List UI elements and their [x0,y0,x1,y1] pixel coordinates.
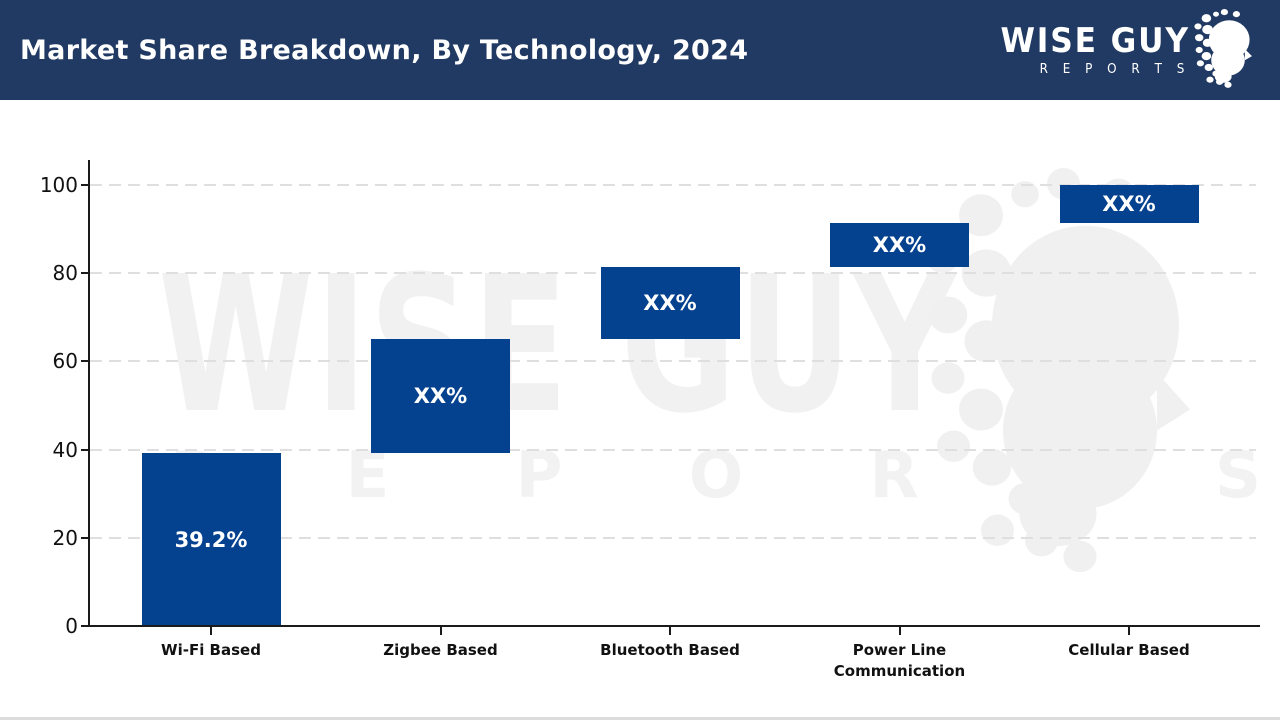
header-bar: Market Share Breakdown, By Technology, 2… [0,0,1280,100]
y-tick-label: 60 [52,349,78,374]
bar-zigbee-based [371,338,510,454]
bar-value-label: XX% [872,232,927,257]
bar-wi-fi-based [141,453,281,626]
bar-value-label: 39.2% [174,527,248,552]
logo-head-icon [1194,9,1252,88]
x-tick-label-cellular-based: Cellular Based [1068,641,1190,659]
page-title: Market Share Breakdown, By Technology, 2… [20,34,749,66]
gridline-60 [90,360,1256,363]
y-tick-mark [81,536,89,539]
bar-power-line-communication [830,223,969,267]
x-axis-line [88,625,1260,627]
x-tick-label-wi-fi-based: Wi-Fi Based [161,641,261,659]
x-tick-label-power-line-communication: Power Line Communication [833,641,966,680]
logo-wordmark: WISE GUY R E P O R T S [984,24,1190,76]
y-tick-label: 80 [52,261,78,286]
y-axis-line [88,160,90,627]
bar-bluetooth-based [600,266,740,339]
logo-line1: WISE GUY [1000,21,1190,61]
y-tick-label: 100 [39,173,78,197]
bar-value-label: XX% [643,290,697,315]
x-tick-label-zigbee-based: Zigbee Based [383,641,498,659]
wise-guy-logo: WISE GUY R E P O R T S [984,9,1252,91]
x-tick-mark [898,627,901,635]
y-tick-mark [81,360,89,363]
x-tick-mark [439,627,442,635]
x-tick-mark [210,627,212,635]
gridline-20 [90,536,1256,539]
x-tick-label-bluetooth-based: Bluetooth Based [600,641,740,659]
y-tick-label: 20 [52,525,78,550]
y-tick-mark [81,184,89,186]
gridline-40 [90,448,1256,451]
x-tick-mark [1128,627,1130,635]
x-tick-mark [669,627,671,635]
gridline-100 [90,184,1256,186]
bar-value-label: XX% [1102,192,1156,217]
y-tick-mark [81,625,89,627]
y-tick-label: 40 [52,437,78,462]
bar-value-label: XX% [413,384,468,409]
bar-cellular-based [1059,185,1199,224]
logo-line2: R E P O R T S [1039,62,1190,77]
y-tick-mark [81,272,89,275]
y-tick-label: 0 [65,614,78,638]
y-tick-mark [81,448,89,451]
watermark-wordmark: WISE GUY [158,236,958,455]
